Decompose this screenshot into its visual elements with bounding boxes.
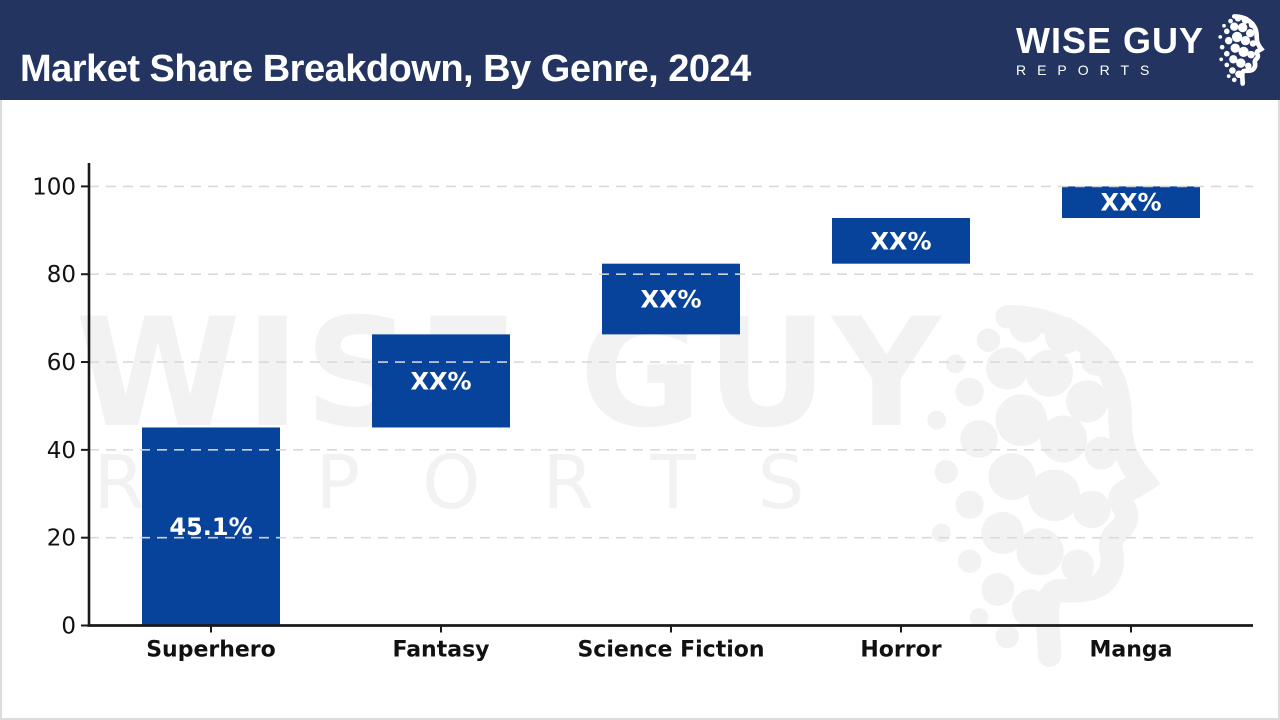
- brand-subtitle: REPORTS: [1015, 61, 1161, 78]
- x-category-label: Science Fiction: [577, 638, 764, 663]
- brand-logo: WISE GUY REPORTS: [1016, 8, 1266, 92]
- x-category-label: Manga: [1090, 638, 1173, 663]
- bar-value-label: XX%: [640, 286, 701, 314]
- bar: [142, 427, 280, 626]
- y-tick-label: 100: [32, 174, 76, 200]
- y-tick-label: 40: [47, 438, 76, 464]
- bar-value-label: XX%: [410, 367, 471, 395]
- bar-value-label: 45.1%: [169, 513, 252, 541]
- bar-value-label: XX%: [870, 227, 931, 255]
- brand-name: WISE GUY: [1015, 20, 1204, 62]
- y-tick-label: 60: [47, 350, 76, 376]
- bar: [1062, 186, 1200, 219]
- brand-wordmark: WISE GUY REPORTS: [1016, 22, 1204, 78]
- page-title: Market Share Breakdown, By Genre, 2024: [20, 48, 751, 90]
- y-tick-label: 80: [47, 262, 76, 288]
- x-category-label: Fantasy: [392, 638, 489, 663]
- bar: [372, 334, 510, 428]
- bar: [832, 218, 970, 264]
- header-bar: Market Share Breakdown, By Genre, 2024 W…: [0, 0, 1280, 100]
- x-category-label: Superhero: [146, 638, 276, 663]
- bar-value-label: XX%: [1100, 189, 1161, 217]
- x-category-label: Horror: [860, 638, 941, 663]
- wiseguy-head-icon: [1210, 12, 1266, 88]
- y-tick-label: 20: [47, 526, 76, 552]
- bar: [602, 263, 740, 335]
- y-tick-label: 0: [61, 614, 76, 640]
